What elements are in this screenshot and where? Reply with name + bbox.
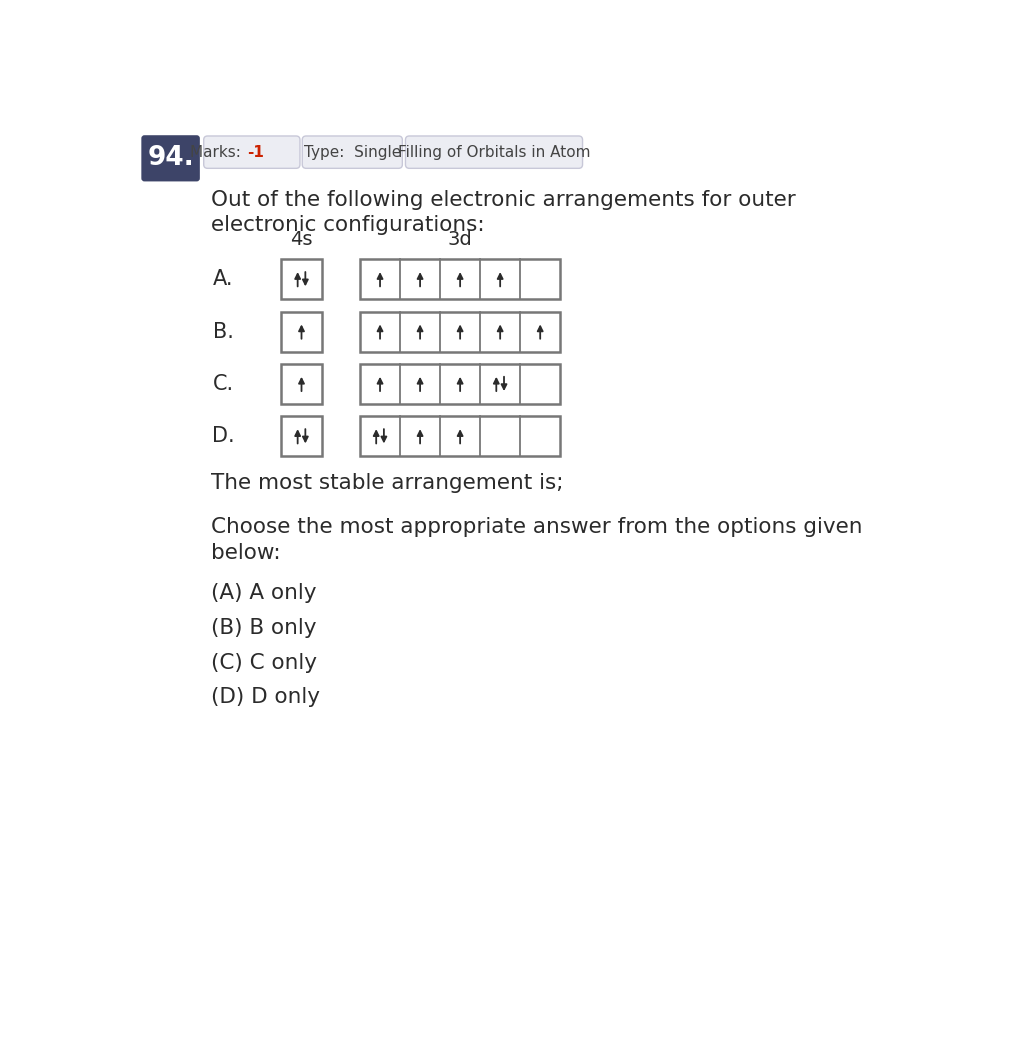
Bar bbox=[360, 364, 560, 404]
Bar bbox=[360, 311, 560, 352]
Text: D.: D. bbox=[212, 426, 234, 446]
FancyBboxPatch shape bbox=[204, 136, 300, 168]
Text: A.: A. bbox=[213, 270, 233, 289]
Bar bbox=[282, 364, 322, 404]
Bar bbox=[360, 416, 560, 456]
Text: C.: C. bbox=[212, 374, 233, 394]
FancyBboxPatch shape bbox=[141, 135, 200, 181]
Text: below:: below: bbox=[211, 542, 281, 562]
Text: (C) C only: (C) C only bbox=[211, 652, 317, 673]
FancyBboxPatch shape bbox=[302, 136, 402, 168]
FancyBboxPatch shape bbox=[406, 136, 583, 168]
Text: (A) A only: (A) A only bbox=[211, 584, 316, 604]
Text: Type:  Single: Type: Single bbox=[304, 144, 401, 160]
Bar bbox=[282, 311, 322, 352]
Text: B.: B. bbox=[213, 321, 233, 341]
Bar bbox=[282, 416, 322, 456]
Text: (B) B only: (B) B only bbox=[211, 618, 316, 638]
Text: (D) D only: (D) D only bbox=[211, 688, 321, 707]
Text: Choose the most appropriate answer from the options given: Choose the most appropriate answer from … bbox=[211, 517, 863, 537]
Text: electronic configurations:: electronic configurations: bbox=[211, 216, 485, 235]
Text: 94.: 94. bbox=[147, 145, 194, 171]
Text: Out of the following electronic arrangements for outer: Out of the following electronic arrangem… bbox=[211, 190, 797, 209]
Bar bbox=[360, 259, 560, 300]
Text: Filling of Orbitals in Atom: Filling of Orbitals in Atom bbox=[397, 144, 590, 160]
Text: Marks:: Marks: bbox=[189, 144, 246, 160]
Text: 4s: 4s bbox=[290, 230, 312, 249]
Text: 3d: 3d bbox=[447, 230, 472, 249]
Bar bbox=[282, 259, 322, 300]
Text: -1: -1 bbox=[247, 144, 264, 160]
Text: The most stable arrangement is;: The most stable arrangement is; bbox=[211, 473, 564, 494]
